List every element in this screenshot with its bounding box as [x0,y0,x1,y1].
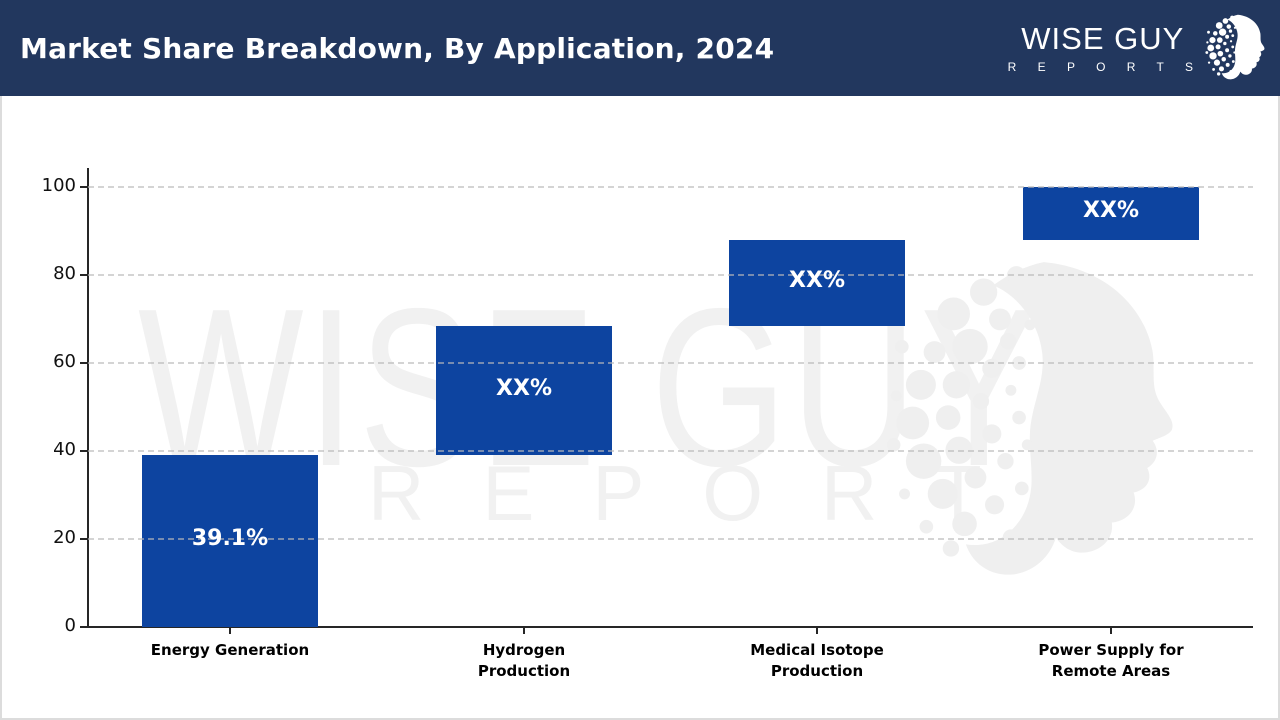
category-label-line: Remote Areas [1051,662,1171,680]
x-tick-mark [1110,628,1112,634]
y-tick-mark [80,362,87,364]
category-label: Hydrogen Production [414,640,634,682]
gridline [88,186,1253,188]
brand-logo-text: WISE GUY R E P O R T S [1004,23,1202,73]
bar-segment [436,326,612,455]
x-tick-mark [816,628,818,634]
category-label-line: Production [770,662,864,680]
x-tick-mark [523,628,525,634]
brand-logo: WISE GUY R E P O R T S [1004,6,1280,90]
y-tick-mark [80,538,87,540]
bar-segment [1023,187,1199,240]
category-label-line: Energy Generation [150,641,310,659]
category-label: Medical Isotope Production [707,640,927,682]
brand-face-icon [1205,14,1265,80]
category-label-line: Power Supply for [1038,641,1184,659]
category-label-line: Medical Isotope [750,641,884,659]
bar-value-label: XX% [1083,198,1139,224]
y-tick-label: 60 [53,351,76,372]
y-tick-mark [80,450,87,452]
y-tick-mark [80,274,87,276]
category-label: Energy Generation [120,640,340,661]
y-axis-line [87,168,89,628]
x-axis-line [87,626,1253,628]
header-bar: Market Share Breakdown, By Application, … [0,0,1280,96]
gridline [88,362,1253,364]
bar-value-label: XX% [496,375,552,401]
y-tick-mark [80,186,87,188]
category-label-line: Production [477,662,571,680]
brand-wordmark: WISE GUY [1021,21,1185,56]
y-tick-label: 100 [41,175,76,196]
y-tick-label: 40 [53,439,76,460]
page-title: Market Share Breakdown, By Application, … [20,31,775,65]
bar-segment [729,239,905,327]
gridline [88,274,1253,276]
bar-value-label: 39.1% [191,525,269,551]
y-tick-label: 80 [53,263,76,284]
bar-segment [142,454,318,627]
y-tick-label: 0 [64,615,76,636]
x-tick-mark [229,628,231,634]
y-tick-label: 20 [53,527,76,548]
bar-value-label: XX% [789,267,845,293]
category-label-line: Hydrogen [482,641,566,659]
gridline [88,450,1253,452]
category-label: Power Supply for Remote Areas [1001,640,1221,682]
gridline [88,538,1253,540]
brand-reports-text: R E P O R T S [1007,60,1202,74]
y-tick-mark [80,626,87,628]
